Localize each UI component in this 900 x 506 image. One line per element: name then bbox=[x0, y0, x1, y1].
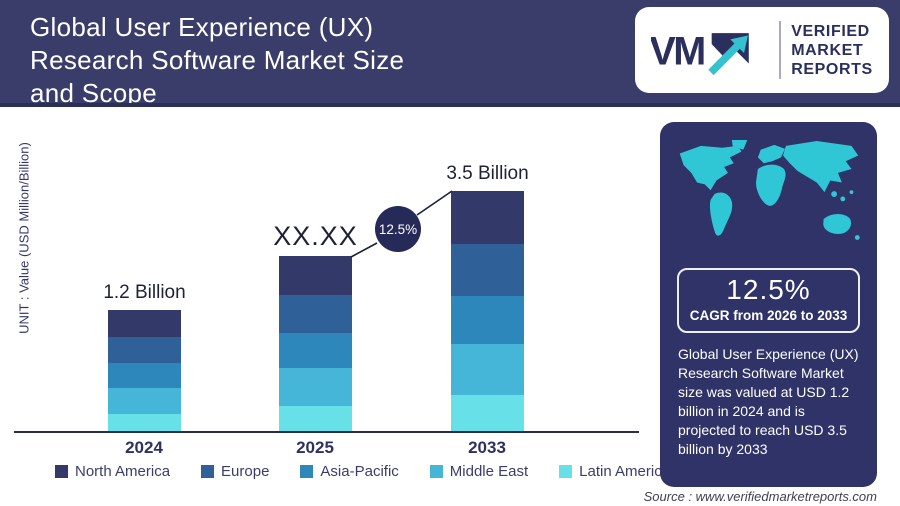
cagr-label: CAGR from 2026 to 2033 bbox=[689, 308, 848, 323]
y-axis-label: UNIT : Value (USD Million/Billion) bbox=[16, 142, 32, 334]
segment-north-america bbox=[279, 256, 352, 295]
bar-value-label-2024: 1.2 Billion bbox=[103, 282, 186, 303]
cagr-value: 12.5% bbox=[726, 274, 811, 305]
legend-swatch-middle-east bbox=[429, 465, 443, 478]
segment-europe bbox=[451, 244, 524, 297]
growth-badge-circle bbox=[375, 206, 421, 252]
segment-north-america bbox=[451, 191, 524, 245]
svg-text:VM: VM bbox=[651, 29, 704, 73]
world-map-icon bbox=[679, 140, 860, 240]
stacked-bar-2033 bbox=[451, 191, 524, 433]
x-tick-2033: 2033 bbox=[468, 438, 506, 457]
x-tick-2024: 2024 bbox=[125, 438, 163, 457]
segment-middle-east bbox=[108, 387, 181, 414]
stacked-bar-2024 bbox=[108, 310, 181, 433]
info-panel: 12.5% CAGR from 2026 to 2033 Global User… bbox=[660, 122, 877, 487]
segment-middle-east bbox=[451, 344, 524, 396]
x-tick-2025: 2025 bbox=[296, 438, 334, 457]
page-title-line-3: and Scope bbox=[30, 78, 158, 107]
segment-north-america bbox=[108, 310, 181, 338]
segment-asia-pacific bbox=[108, 363, 181, 388]
source-text: Source : www.verifiedmarketreports.com bbox=[643, 489, 877, 504]
legend: North America Europe Asia-Pacific Middle… bbox=[55, 463, 670, 480]
connector-line-right bbox=[416, 190, 453, 216]
segment-latin-america bbox=[279, 405, 352, 433]
segment-middle-east bbox=[279, 368, 352, 406]
x-axis-line bbox=[14, 431, 639, 433]
legend-swatch-north-america bbox=[55, 465, 68, 478]
segment-latin-america bbox=[108, 413, 181, 433]
vmr-mark-icon: VM bbox=[651, 29, 749, 76]
legend-item-middle-east: Middle East bbox=[429, 463, 528, 480]
segment-europe bbox=[108, 337, 181, 364]
logo-divider bbox=[779, 21, 782, 79]
bar-group-2024: 1.2 Billion bbox=[103, 282, 186, 433]
page-title: Global User Experience (UX) Research Sof… bbox=[30, 11, 405, 107]
header-band: Global User Experience (UX) Research Sof… bbox=[0, 0, 900, 107]
stacked-bar-2025 bbox=[279, 256, 352, 433]
growth-badge-value: 12.5% bbox=[379, 222, 417, 237]
segment-latin-america bbox=[451, 395, 524, 433]
vmr-logo: VM VERIFIED MARKET REPORTS bbox=[635, 7, 889, 93]
legend-swatch-latin-america bbox=[559, 465, 573, 478]
bar-group-2033: 3.5 Billion bbox=[446, 163, 529, 433]
logo-ne-arrow-icon bbox=[708, 35, 749, 76]
page-title-line-1: Global User Experience (UX) bbox=[30, 12, 374, 42]
bar-group-2025: XX.XX bbox=[273, 221, 357, 433]
segment-europe bbox=[279, 294, 352, 333]
segment-asia-pacific bbox=[279, 332, 352, 369]
legend-item-asia-pacific: Asia-Pacific bbox=[300, 463, 399, 480]
logo-wordmark: VERIFIED MARKET REPORTS bbox=[791, 22, 873, 78]
bar-value-label-2033: 3.5 Billion bbox=[446, 163, 529, 184]
bar-value-label-2025: XX.XX bbox=[273, 221, 358, 251]
market-description: Global User Experience (UX) Research Sof… bbox=[678, 346, 859, 457]
legend-item-europe: Europe bbox=[201, 463, 269, 480]
legend-swatch-europe bbox=[201, 465, 215, 478]
legend-item-north-america: North America bbox=[55, 463, 170, 480]
legend-swatch-asia-pacific bbox=[300, 465, 314, 478]
page-title-line-2: Research Software Market Size bbox=[30, 45, 405, 75]
cagr-box: 12.5% CAGR from 2026 to 2033 bbox=[677, 268, 860, 333]
legend-item-latin-america: Latin America bbox=[559, 463, 670, 480]
segment-asia-pacific bbox=[451, 296, 524, 345]
